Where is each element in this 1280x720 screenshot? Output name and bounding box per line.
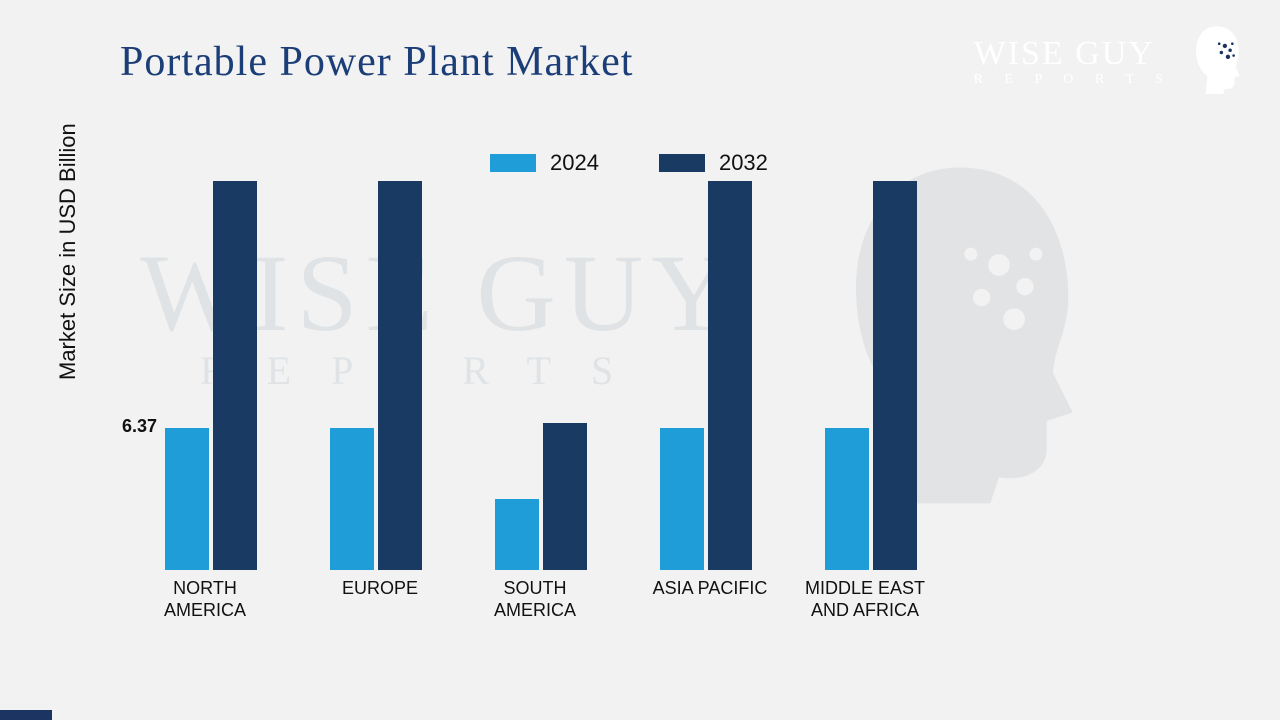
x-label-south-america: SOUTH AMERICA bbox=[465, 578, 605, 621]
chart: 2024 2032 Market Size in USD Billion 6.3… bbox=[60, 170, 980, 690]
bar-2024-south-america bbox=[495, 499, 539, 570]
bar-2024-europe bbox=[330, 428, 374, 570]
x-label-mea: MIDDLE EAST AND AFRICA bbox=[795, 578, 935, 621]
bar-2024-mea bbox=[825, 428, 869, 570]
brand-logo: WISE GUY R E P O R T S bbox=[974, 24, 1252, 99]
bar-2032-south-america bbox=[543, 423, 587, 570]
y-axis-label: Market Size in USD Billion bbox=[55, 123, 81, 380]
x-label-europe: EUROPE bbox=[310, 578, 450, 600]
chart-title: Portable Power Plant Market bbox=[120, 38, 633, 86]
logo-sub-text: R E P O R T S bbox=[974, 73, 1172, 87]
x-label-north-america: NORTH AMERICA bbox=[135, 578, 275, 621]
x-label-asia-pacific: ASIA PACIFIC bbox=[640, 578, 780, 600]
logo-head-icon bbox=[1182, 24, 1252, 99]
bar-2032-asia-pacific bbox=[708, 181, 752, 570]
bottom-accent-bar bbox=[0, 710, 52, 720]
canvas: WISE GUY R E P O R T S Portable Power Pl… bbox=[0, 0, 1280, 720]
bar-2024-asia-pacific bbox=[660, 428, 704, 570]
bar-2024-north-america bbox=[165, 428, 209, 570]
plot-area bbox=[155, 170, 975, 570]
logo-main-text: WISE GUY bbox=[974, 37, 1172, 71]
bar-2032-mea bbox=[873, 181, 917, 570]
bar-2032-europe bbox=[378, 181, 422, 570]
y-axis-tick: 6.37 bbox=[122, 416, 157, 437]
bar-2032-north-america bbox=[213, 181, 257, 570]
